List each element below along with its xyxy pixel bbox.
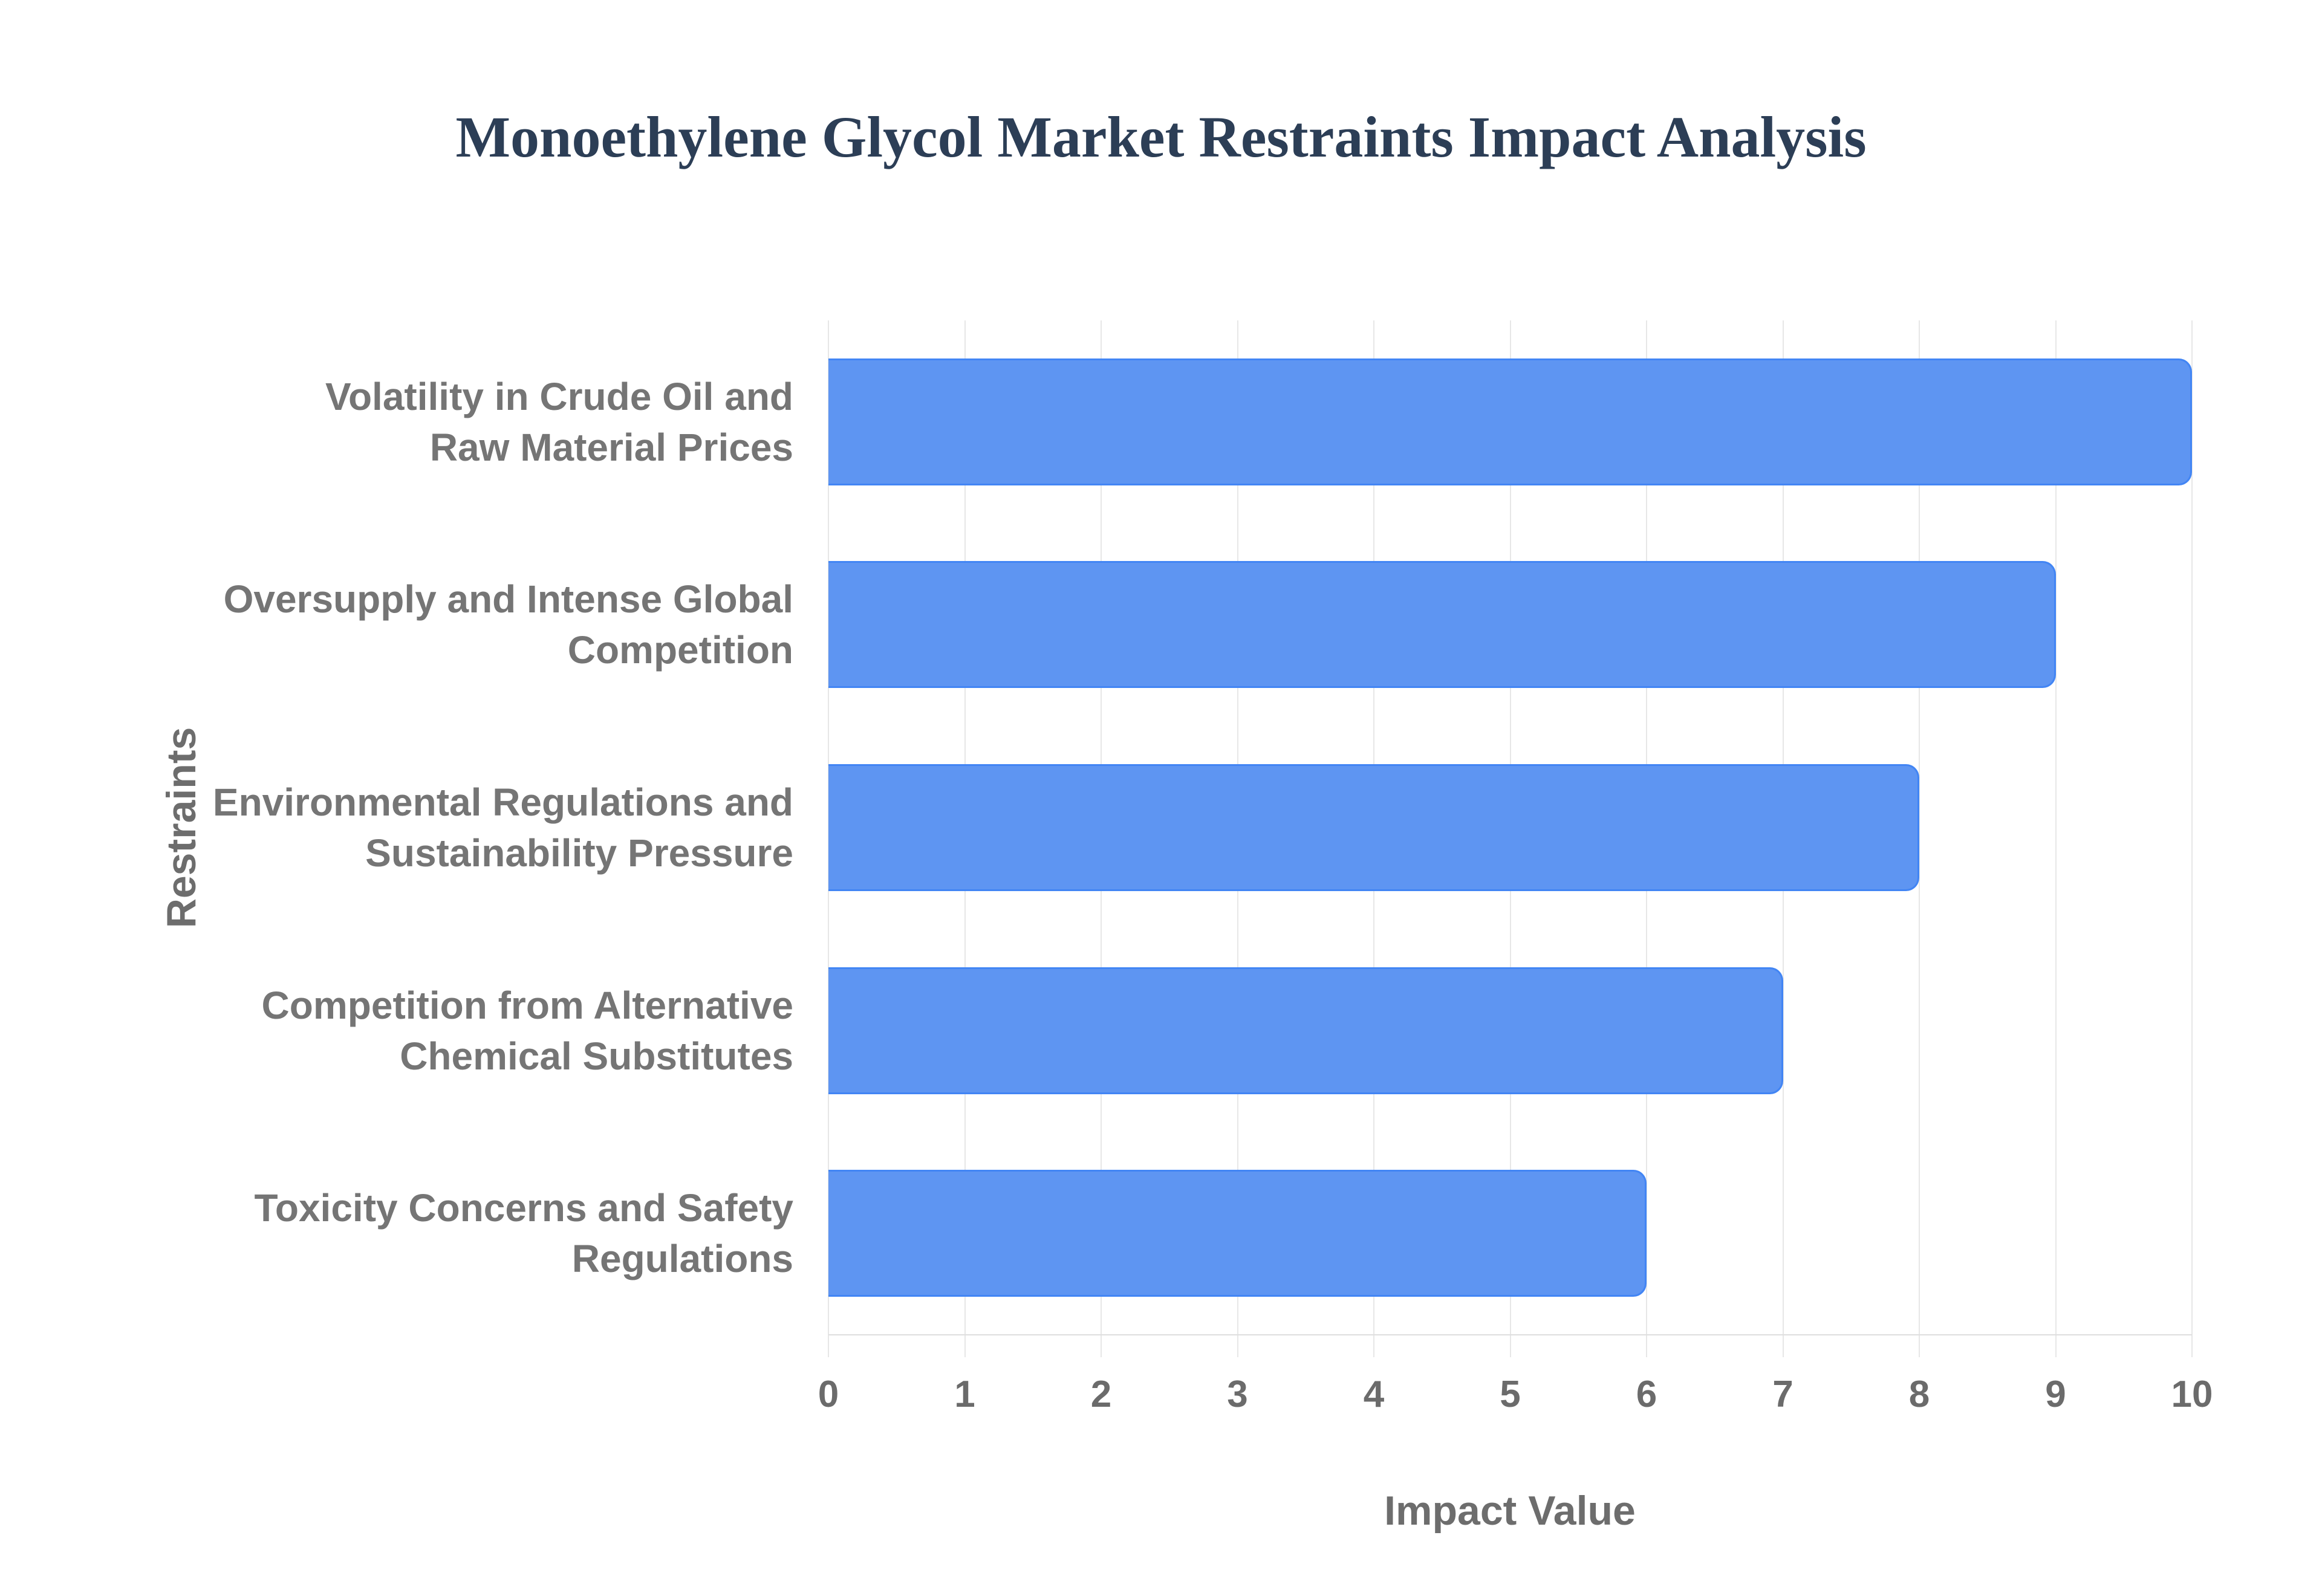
x-axis-title: Impact Value [1384, 1488, 1636, 1534]
gridline [1919, 320, 1920, 1357]
x-tick-label: 3 [1227, 1374, 1248, 1415]
chart-title: Monoethylene Glycol Market Restraints Im… [455, 105, 1867, 169]
x-tick-label: 0 [818, 1374, 839, 1415]
gridline [2055, 320, 2057, 1357]
bar[interactable] [828, 1170, 1647, 1297]
x-tick-label: 9 [2045, 1374, 2066, 1415]
bar[interactable] [828, 764, 1919, 891]
x-tick-label: 2 [1090, 1374, 1112, 1415]
x-axis-baseline [828, 1334, 2192, 1335]
category-label: Toxicity Concerns and Safety Regulations [254, 1186, 794, 1281]
x-tick-label: 7 [1772, 1374, 1794, 1415]
category-label: Volatility in Crude Oil and Raw Material… [325, 374, 793, 469]
bar[interactable] [828, 358, 2192, 485]
x-tick-label: 5 [1500, 1374, 1521, 1415]
y-axis-title: Restraints [158, 727, 204, 929]
x-tick-label: 6 [1636, 1374, 1657, 1415]
x-tick-label: 4 [1363, 1374, 1385, 1415]
category-label: Oversupply and Intense Global Competitio… [223, 577, 793, 672]
category-label: Competition from Alternative Chemical Su… [261, 983, 793, 1078]
bar[interactable] [828, 967, 1783, 1094]
category-label: Environmental Regulations and Sustainabi… [212, 780, 793, 875]
gridline [2191, 320, 2193, 1357]
x-tick-label: 10 [2171, 1374, 2213, 1415]
x-tick-label: 1 [954, 1374, 975, 1415]
x-tick-label: 8 [1908, 1374, 1930, 1415]
bar[interactable] [828, 561, 2056, 689]
